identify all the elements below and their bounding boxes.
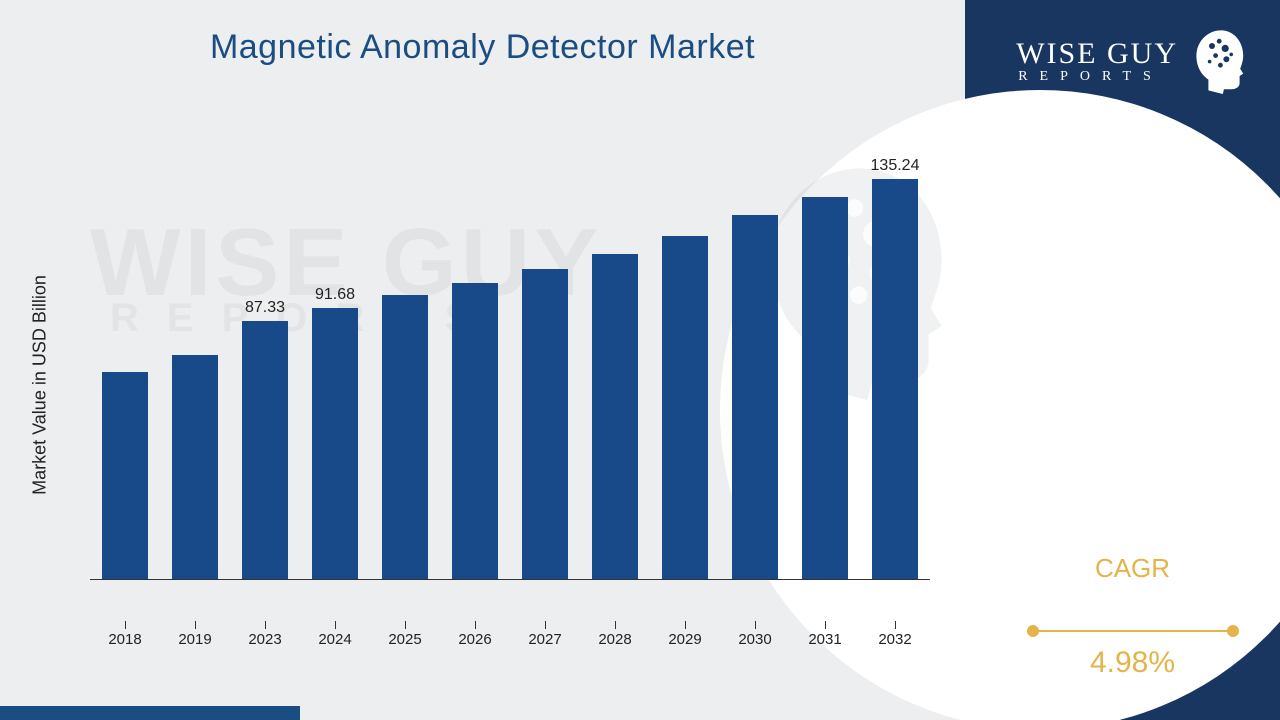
cagr-divider [1033, 630, 1233, 632]
cagr-label: CAGR [985, 553, 1280, 584]
x-tick-label: 2025 [370, 631, 440, 648]
bar-slot: 87.33 [230, 150, 300, 580]
bar [382, 295, 428, 580]
bar-slot [90, 150, 160, 580]
bar [102, 372, 148, 580]
bar [312, 308, 358, 580]
bar [662, 236, 708, 580]
bar-slot [650, 150, 720, 580]
bar-slot: 91.68 [300, 150, 370, 580]
bars-container: 87.33 91.68 135.24 [90, 150, 930, 580]
chart-title: Magnetic Anomaly Detector Market [0, 28, 965, 67]
x-tick-label: 2031 [790, 631, 860, 648]
bar [802, 197, 848, 580]
x-tick-label: 2029 [650, 631, 720, 648]
bar-slot [720, 150, 790, 580]
cagr-value: 4.98% [985, 646, 1280, 680]
bar-slot [370, 150, 440, 580]
bar [872, 179, 918, 580]
x-tick-label: 2019 [160, 631, 230, 648]
brand-name: WISE GUY [1016, 37, 1178, 71]
x-axis-line [90, 579, 930, 580]
bar-value-label: 91.68 [315, 286, 355, 304]
x-tick-label: 2026 [440, 631, 510, 648]
bar-slot: 135.24 [860, 150, 930, 580]
cagr-range: (2019-2032) [985, 586, 1280, 614]
x-tick-label: 2032 [860, 631, 930, 648]
brand-logo: WISE GUY REPORTS [1016, 28, 1248, 94]
cagr-block: CAGR (2019-2032) 4.98% [985, 553, 1280, 680]
main-area: Magnetic Anomaly Detector Market WISE GU… [0, 0, 965, 720]
chart-zone: Market Value in USD Billion 87.3391.6813… [60, 150, 930, 620]
brand-sub: REPORTS [1018, 69, 1178, 85]
bar [242, 321, 288, 580]
x-tick-label: 2028 [580, 631, 650, 648]
x-tick-label: 2027 [510, 631, 580, 648]
bar-value-label: 135.24 [871, 157, 920, 175]
bar [732, 215, 778, 580]
bar-slot [580, 150, 650, 580]
brand-head-icon [1188, 28, 1248, 94]
x-tick-label: 2024 [300, 631, 370, 648]
bar-value-label: 87.33 [245, 299, 285, 317]
bar [172, 355, 218, 580]
bar-slot [160, 150, 230, 580]
bar-slot [790, 150, 860, 580]
bar [522, 269, 568, 580]
x-tick-label: 2030 [720, 631, 790, 648]
y-axis-label: Market Value in USD Billion [30, 275, 51, 495]
bar [452, 283, 498, 580]
bottom-accent-bar [0, 706, 300, 720]
x-tick-label: 2023 [230, 631, 300, 648]
plot-area: 87.33 91.68 135.24 [90, 150, 930, 580]
bar-slot [440, 150, 510, 580]
bar [592, 254, 638, 580]
bar-slot [510, 150, 580, 580]
x-ticks: 2018201920232024202520262027202820292030… [90, 631, 930, 648]
x-tick-label: 2018 [90, 631, 160, 648]
